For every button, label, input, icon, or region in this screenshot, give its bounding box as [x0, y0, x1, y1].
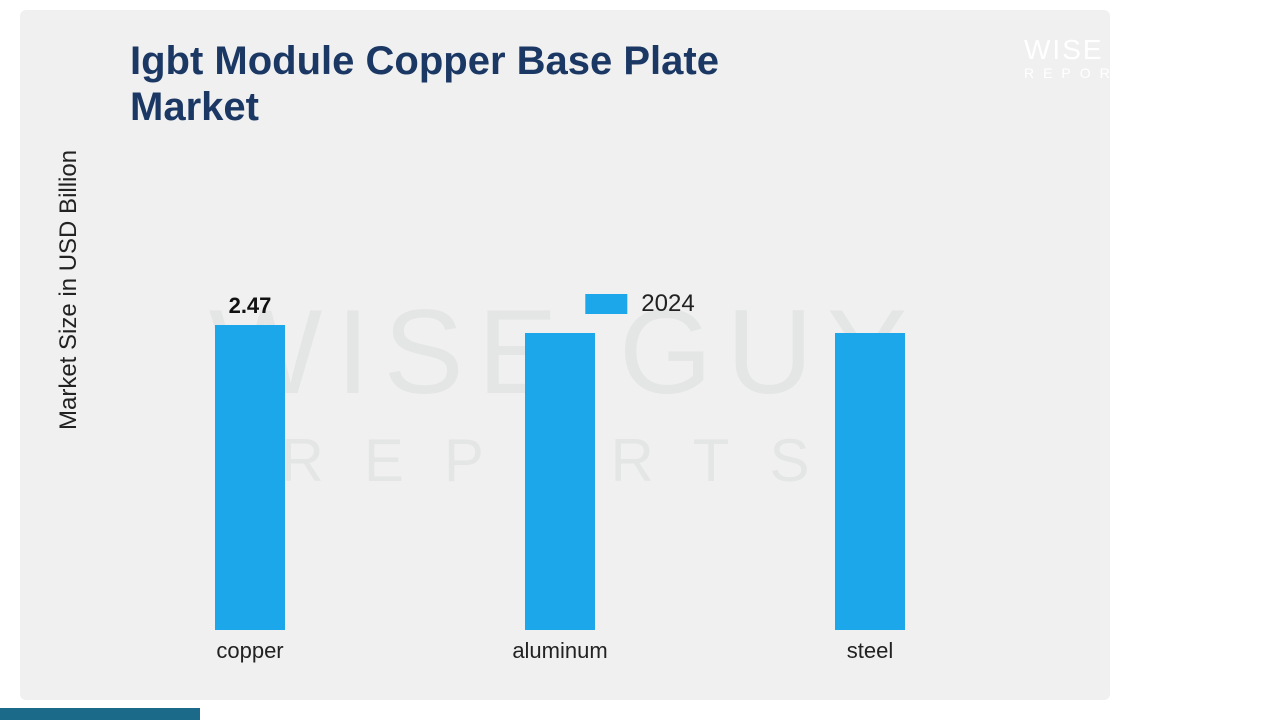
bars-container: 2.47copper aluminum steel — [130, 160, 990, 630]
bar-category-label: steel — [847, 638, 893, 664]
brand-head-icon — [1190, 28, 1250, 88]
bar-rect — [835, 333, 905, 630]
brand-logo: WISE GUY REPORTS — [1024, 28, 1250, 88]
legend-label: 2024 — [641, 290, 694, 318]
chart-area: 2.47copper aluminum steel — [130, 160, 990, 660]
bar-category-label: copper — [216, 638, 283, 664]
legend-swatch — [585, 294, 627, 314]
bar-aluminum: aluminum — [500, 301, 620, 630]
brand-text: WISE GUY REPORTS — [1024, 36, 1180, 80]
bar-steel: steel — [810, 301, 930, 630]
brand-line1: WISE GUY — [1024, 36, 1180, 64]
bar-category-label: aluminum — [512, 638, 607, 664]
bottom-accent — [0, 708, 200, 720]
chart-canvas: WISE GUY REPORTS WISE GUY REPORTS Igbt M… — [0, 0, 1280, 720]
bar-rect — [215, 325, 285, 631]
chart-title: Igbt Module Copper Base Plate Market — [130, 38, 850, 130]
brand-line2: REPORTS — [1024, 66, 1180, 80]
bar-value-label: 2.47 — [229, 293, 272, 319]
y-axis-label: Market Size in USD Billion — [55, 150, 83, 430]
legend: 2024 — [585, 290, 694, 318]
bar-copper: 2.47copper — [190, 293, 310, 631]
bar-rect — [525, 333, 595, 630]
